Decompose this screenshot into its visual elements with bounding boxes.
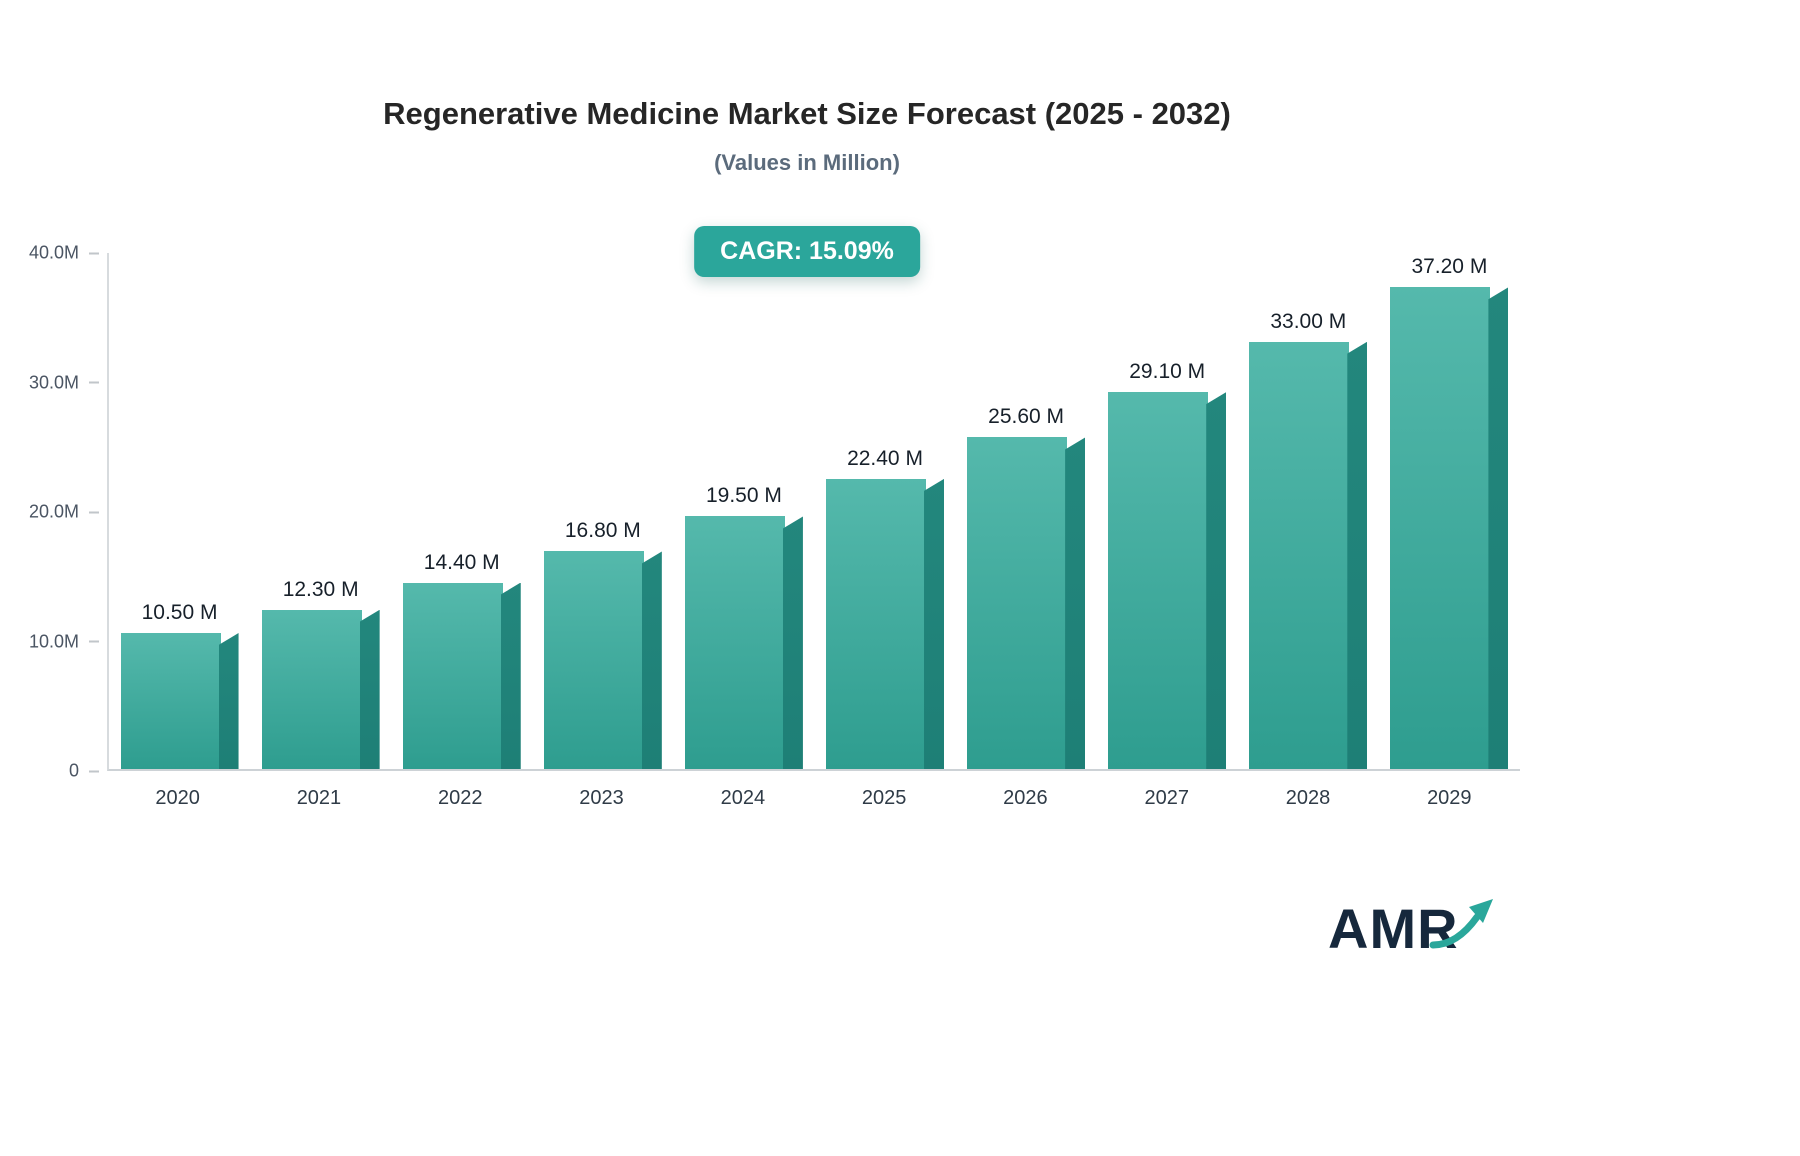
x-axis-label: 2028: [1285, 787, 1331, 809]
bar-group: 22.40 M: [814, 253, 955, 769]
y-tick: 10.0M: [29, 631, 99, 652]
y-tick: 40.0M: [29, 243, 99, 264]
bar-value-label: 33.00 M: [1270, 309, 1347, 333]
bar-group: 19.50 M: [673, 253, 814, 769]
bar: [1390, 287, 1509, 769]
bar: [967, 437, 1086, 769]
bar: [261, 609, 380, 769]
chart-subtitle: (Values in Million): [714, 150, 900, 175]
bar-group: 10.50 M: [109, 253, 250, 769]
y-tick-label: 30.0M: [28, 372, 79, 392]
y-tick: 20.0M: [29, 502, 99, 523]
bar-value-label: 37.20 M: [1411, 255, 1488, 279]
bar-front-face: [1108, 392, 1209, 769]
bar-value-label: 14.40 M: [423, 550, 500, 574]
bar-front-face: [684, 516, 785, 769]
bar-front-face: [543, 551, 644, 769]
y-tick-label: 0: [68, 760, 79, 781]
bar-side-face: [218, 633, 239, 769]
bar-group: 37.20 M: [1379, 253, 1520, 769]
bar-value-label: 12.30 M: [282, 577, 359, 601]
bar-front-face: [967, 437, 1068, 769]
bar-front-face: [1249, 341, 1350, 769]
x-axis-label: 2020: [155, 787, 200, 809]
y-tick-mark: [89, 640, 99, 643]
x-axis-label: 2027: [1144, 787, 1189, 809]
bar-side-face: [1206, 392, 1227, 769]
x-axis-label: 2022: [437, 787, 483, 809]
bar-front-face: [402, 582, 503, 769]
plot-area: 10.50 M 12.30 M 14.40 M 16.80 M 19.50 M 22.40…: [107, 253, 1520, 771]
y-tick-label: 20.0M: [28, 501, 79, 522]
y-tick-mark: [89, 252, 99, 254]
x-axis-label: 2024: [720, 787, 766, 809]
bar-side-face: [500, 582, 521, 769]
y-tick: 30.0M: [29, 372, 99, 393]
bar-value-label: 10.50 M: [141, 601, 218, 625]
bar-value-label: 29.10 M: [1129, 360, 1206, 384]
bar-value-label: 25.60 M: [988, 405, 1065, 429]
bar-front-face: [120, 633, 221, 769]
bar-chart: 0 10.0M 20.0M 30.0M 40.0M 10.50 M 12.30 M 14.4…: [29, 243, 1520, 809]
bar-front-face: [826, 478, 927, 769]
x-axis-label: 2021: [296, 787, 342, 809]
bar-value-label: 16.80 M: [564, 519, 641, 543]
amr-logo: AMR: [1328, 896, 1501, 961]
bar: [402, 582, 521, 769]
x-axis-label: 2025: [861, 787, 907, 809]
cagr-badge: CAGR: 15.09%: [694, 226, 920, 277]
y-tick-mark: [89, 511, 99, 513]
bar-side-face: [359, 609, 380, 769]
bar-side-face: [924, 478, 945, 769]
y-tick-label: 10.0M: [28, 631, 79, 651]
amr-logo-text: AMR: [1328, 897, 1459, 960]
bar-side-face: [1347, 341, 1368, 769]
bar-front-face: [1390, 287, 1491, 769]
bar-side-face: [782, 516, 803, 769]
bar-value-label: 22.40 M: [847, 446, 923, 470]
bar: [826, 478, 945, 769]
y-tick-label: 40.0M: [28, 242, 79, 263]
bar: [684, 516, 803, 769]
bar: [120, 633, 239, 769]
x-axis-labels: 2020 2021 2022 2023 2024 2025 2026 2027 2028 2029: [107, 787, 1520, 810]
bar-group: 14.40 M: [391, 253, 532, 769]
x-axis-label: 2026: [1003, 787, 1048, 809]
y-tick-mark: [89, 770, 99, 772]
x-axis-label: 2023: [579, 787, 624, 809]
bar-group: 12.30 M: [250, 253, 391, 769]
bar-group: 25.60 M: [956, 253, 1097, 769]
chart-title: Regenerative Medicine Market Size Foreca…: [383, 96, 1231, 131]
y-tick-mark: [89, 381, 99, 384]
x-axis-label: 2029: [1427, 787, 1472, 809]
bar-side-face: [1488, 287, 1509, 769]
y-axis: 0 10.0M 20.0M 30.0M 40.0M: [0, 243, 99, 781]
y-tick: 0: [69, 761, 99, 782]
bar-value-label: 19.50 M: [705, 484, 782, 508]
bar-group: 16.80 M: [532, 253, 673, 769]
bar-side-face: [1065, 437, 1086, 769]
bar: [1249, 341, 1368, 769]
bar-side-face: [641, 551, 662, 769]
bars-container: 10.50 M 12.30 M 14.40 M 16.80 M 19.50 M 22.40…: [109, 253, 1520, 769]
bar: [1108, 392, 1227, 769]
bar-front-face: [261, 609, 362, 769]
bar-group: 29.10 M: [1097, 253, 1238, 769]
bar-group: 33.00 M: [1238, 253, 1379, 769]
bar: [543, 551, 662, 769]
growth-arrow-icon: [1429, 898, 1493, 948]
